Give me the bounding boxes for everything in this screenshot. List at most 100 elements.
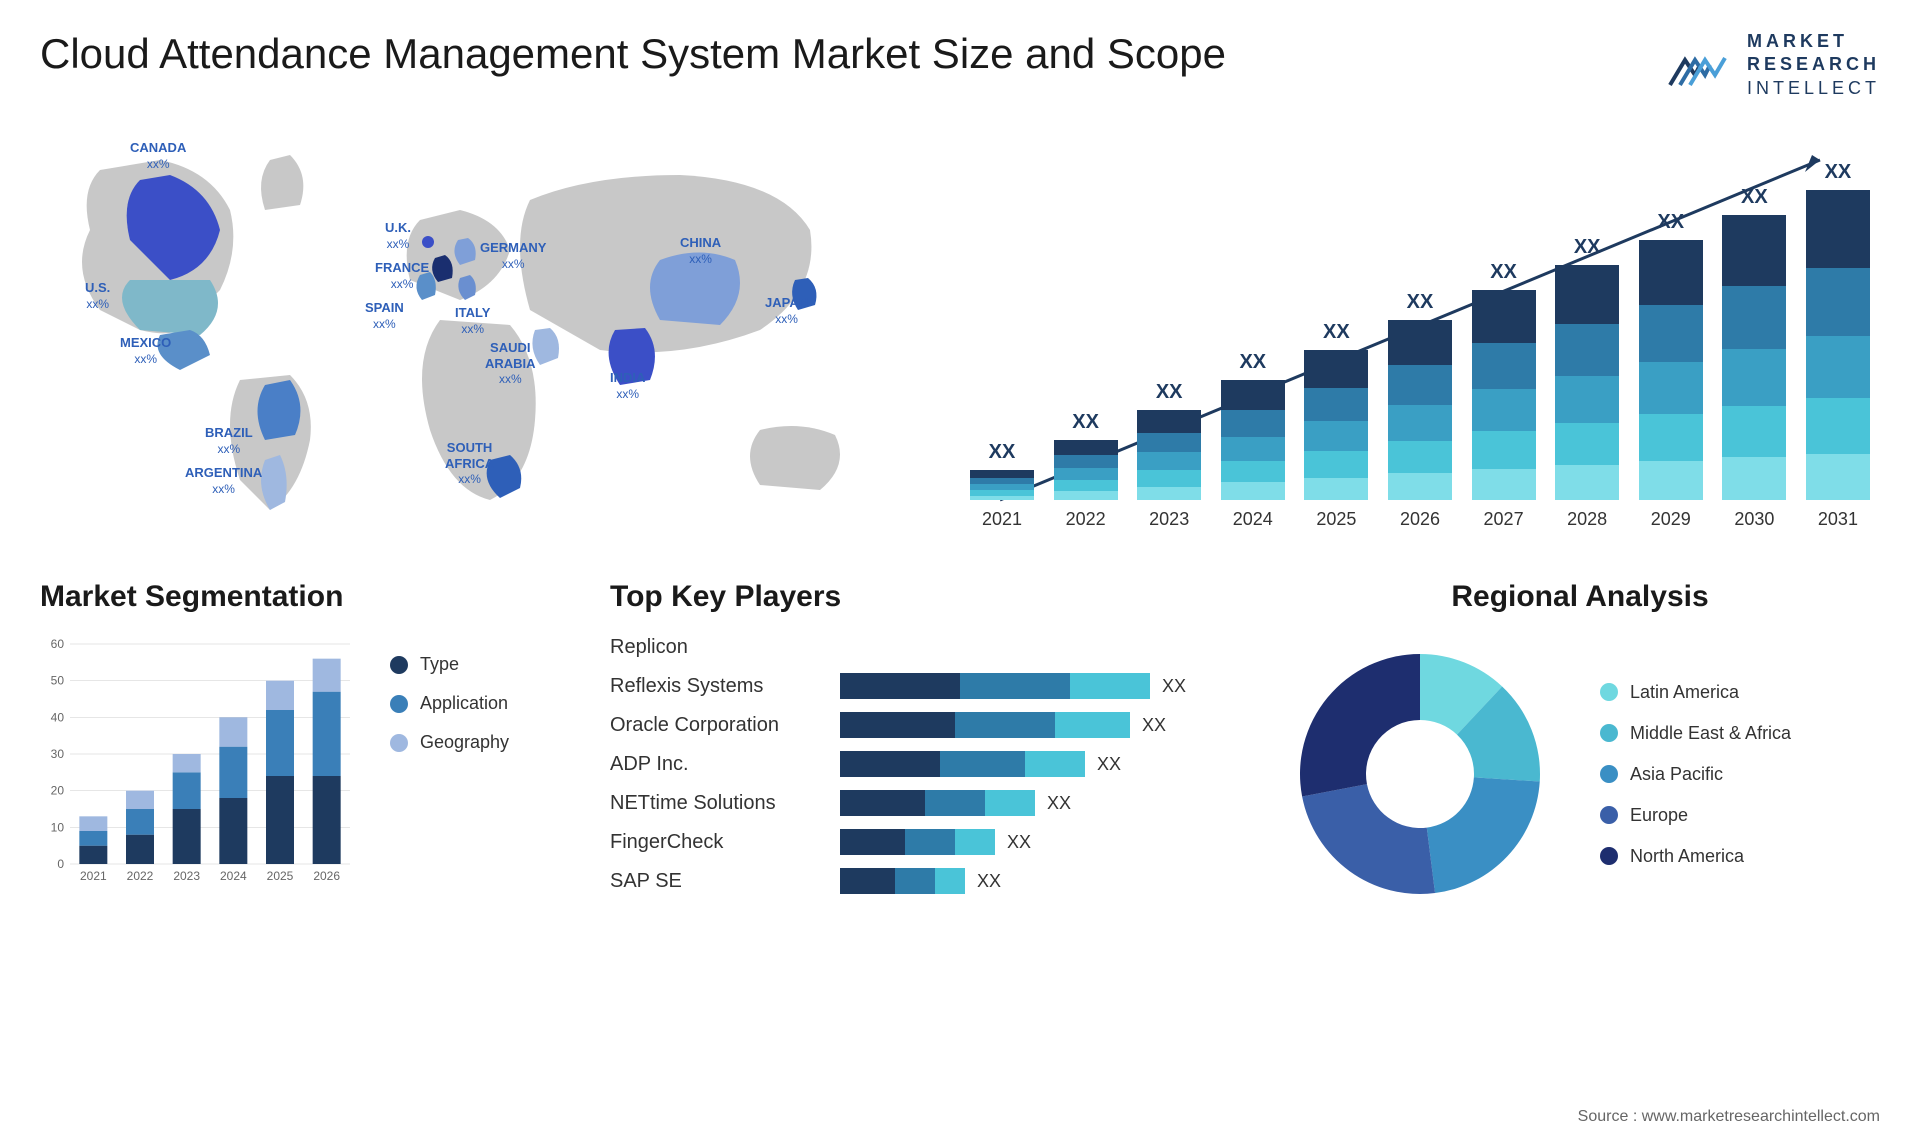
growth-year-label: 2027 [1472,509,1536,530]
growth-bar-value: XX [1239,351,1266,374]
map-country-label: ITALYxx% [455,305,490,336]
segmentation-legend-item: Geography [390,732,509,753]
segmentation-legend-item: Type [390,654,509,675]
svg-text:20: 20 [51,784,65,798]
svg-text:30: 30 [51,747,65,761]
growth-bar-value: XX [1407,291,1434,314]
growth-bar-chart: XX XX XX XX XX XX XX XX XX XX XX 2021 2022 2023 2024 2… [960,130,1880,530]
growth-bar: XX [1137,381,1201,500]
player-value: XX [1142,715,1166,736]
players-title: Top Key Players [610,580,1230,614]
growth-bar-value: XX [1323,321,1350,344]
svg-text:2023: 2023 [173,869,200,883]
player-name: Oracle Corporation [610,712,810,738]
player-value: XX [1097,754,1121,775]
growth-bar-value: XX [989,441,1016,464]
segmentation-title: Market Segmentation [40,580,560,614]
world-map: CANADAxx% U.S.xx% MEXICOxx% BRAZILxx% ARGENT… [40,130,900,530]
svg-text:60: 60 [51,637,65,651]
svg-text:2022: 2022 [127,869,154,883]
player-name: ADP Inc. [610,751,810,777]
map-country-label: INDIAxx% [610,370,645,401]
map-country-label: BRAZILxx% [205,425,253,456]
map-country-label: SPAINxx% [365,300,404,331]
growth-bar: XX [970,441,1034,500]
regional-legend-item: Europe [1600,805,1791,826]
growth-bar: XX [1722,186,1786,500]
growth-bar: XX [1639,211,1703,500]
growth-year-label: 2030 [1722,509,1786,530]
growth-bar: XX [1806,161,1870,500]
player-name: Replicon [610,634,810,660]
growth-bar: XX [1054,411,1118,500]
map-country-label: GERMANYxx% [480,240,546,271]
growth-year-label: 2025 [1304,509,1368,530]
player-bar-row: XX [840,790,1230,816]
map-country-label: SAUDIARABIAxx% [485,340,536,387]
growth-bar: XX [1388,291,1452,500]
growth-year-label: 2022 [1054,509,1118,530]
map-country-label: CHINAxx% [680,235,721,266]
logo-text-2: RESEARCH [1747,53,1880,76]
growth-bar-value: XX [1574,236,1601,259]
growth-bar-value: XX [1825,161,1852,184]
growth-bar: XX [1555,236,1619,500]
player-value: XX [977,871,1001,892]
map-country-label: ARGENTINAxx% [185,465,262,496]
svg-text:40: 40 [51,711,65,725]
segmentation-legend-item: Application [390,693,509,714]
growth-bar-value: XX [1741,186,1768,209]
map-country-label: U.S.xx% [85,280,110,311]
player-name: FingerCheck [610,829,810,855]
player-bar-row: XX [840,829,1230,855]
svg-text:50: 50 [51,674,65,688]
map-country-label: MEXICOxx% [120,335,171,366]
svg-text:2021: 2021 [80,869,107,883]
regional-legend-item: Asia Pacific [1600,764,1791,785]
page-title: Cloud Attendance Management System Marke… [40,30,1226,78]
player-name: Reflexis Systems [610,673,810,699]
growth-bar: XX [1304,321,1368,500]
svg-text:2026: 2026 [313,869,340,883]
regional-legend-item: Latin America [1600,682,1791,703]
map-country-label: FRANCExx% [375,260,429,291]
player-bar-row: XX [840,712,1230,738]
growth-year-label: 2029 [1639,509,1703,530]
growth-year-label: 2023 [1137,509,1201,530]
svg-text:0: 0 [57,857,64,871]
source-attribution: Source : www.marketresearchintellect.com [1578,1108,1880,1126]
growth-bar: XX [1221,351,1285,500]
segmentation-bar-chart: 0 10 20 30 40 50 60 2021 2022 2023 2024 2025 2026 [40,634,360,894]
svg-text:2025: 2025 [267,869,294,883]
svg-text:10: 10 [51,821,65,835]
regional-donut-chart [1280,634,1560,914]
brand-logo: MARKET RESEARCH INTELLECT [1665,30,1880,100]
logo-text-3: INTELLECT [1747,77,1880,100]
map-country-label: CANADAxx% [130,140,186,171]
player-bar-row: XX [840,751,1230,777]
logo-text-1: MARKET [1747,30,1880,53]
player-bar-row [840,634,1230,660]
growth-bar: XX [1472,261,1536,500]
growth-bar-value: XX [1657,211,1684,234]
map-country-label: U.K.xx% [385,220,411,251]
growth-year-label: 2026 [1388,509,1452,530]
growth-bar-value: XX [1490,261,1517,284]
growth-year-label: 2024 [1221,509,1285,530]
svg-text:2024: 2024 [220,869,247,883]
player-bar-row: XX [840,673,1230,699]
player-value: XX [1007,832,1031,853]
growth-bar-value: XX [1072,411,1099,434]
growth-year-label: 2028 [1555,509,1619,530]
map-country-label: JAPANxx% [765,295,808,326]
player-value: XX [1162,676,1186,697]
growth-year-label: 2031 [1806,509,1870,530]
regional-title: Regional Analysis [1280,580,1880,614]
regional-legend-item: Middle East & Africa [1600,723,1791,744]
map-country-label: SOUTHAFRICAxx% [445,440,494,487]
growth-year-label: 2021 [970,509,1034,530]
player-name: SAP SE [610,868,810,894]
logo-mark-icon [1665,40,1735,90]
player-bar-row: XX [840,868,1230,894]
player-name: NETtime Solutions [610,790,810,816]
